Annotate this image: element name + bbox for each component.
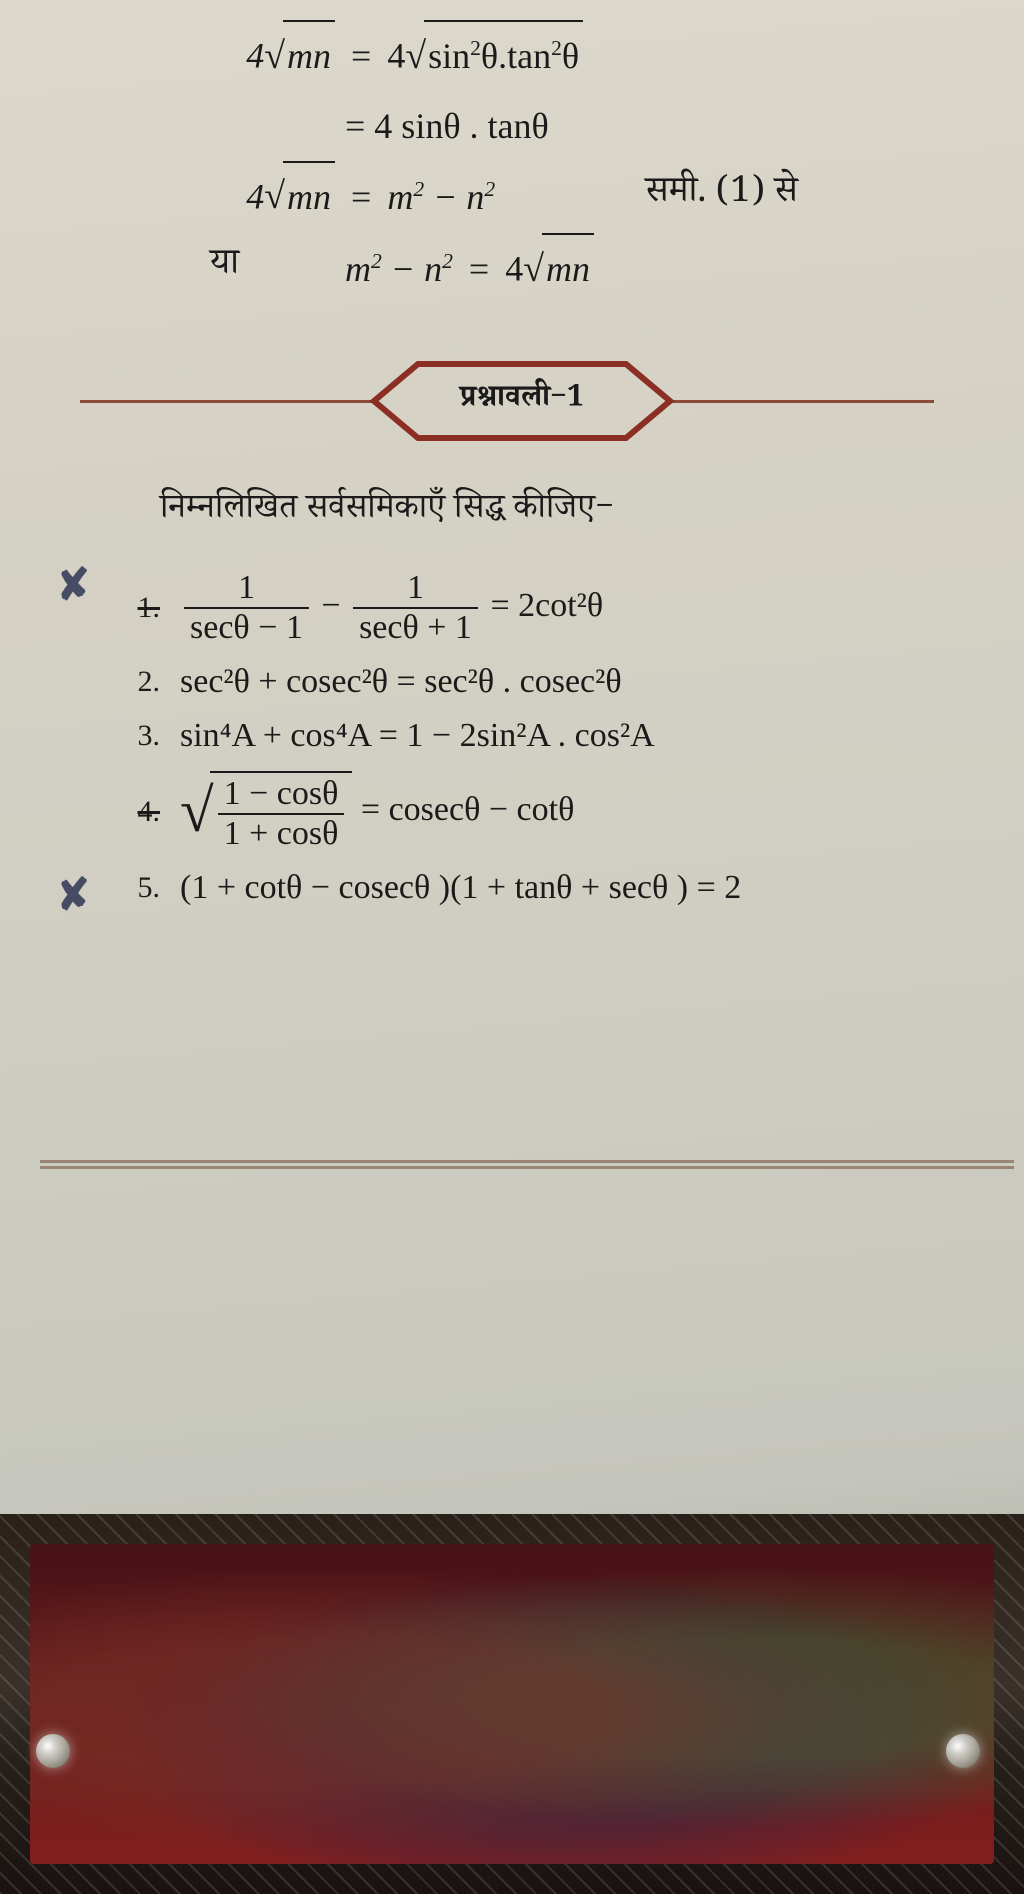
q4-content: √ 1 − cosθ 1 + cosθ = cosecθ − cotθ: [180, 771, 574, 853]
question-list: 1. 1 secθ − 1 − 1 secθ + 1 = 2cot²θ 2.: [80, 569, 964, 907]
q1-frac2-num: 1: [353, 569, 478, 607]
radical-icon: √: [180, 771, 214, 853]
q1-frac1: 1 secθ − 1: [184, 569, 309, 647]
eq-line-3: 4√mn = m2 − n2 समी. (1) से: [200, 161, 964, 233]
q1-content: 1 secθ − 1 − 1 secθ + 1 = 2cot²θ: [180, 569, 603, 647]
eq4-rhs: 4√mn: [505, 233, 594, 305]
ink-mark-icon: ✘: [53, 558, 93, 611]
banner-title: प्रश्नावली−1: [460, 377, 584, 424]
derivation-block: 4√mn = 4√sin2θ.tan2θ = 4 sinθ . tanθ 4√m…: [200, 20, 964, 306]
question-3: 3. sin⁴A + cos⁴A = 1 − 2sin²A . cos²A: [80, 717, 964, 755]
q1-minus: −: [321, 586, 349, 623]
eq-line-4: या m2 − n2 = 4√mn: [200, 233, 964, 305]
bottom-rule: [40, 1166, 1014, 1169]
q4-frac: 1 − cosθ 1 + cosθ: [218, 775, 345, 853]
eq1-rhs-coeff: 4: [387, 36, 405, 76]
q4-frac-num: 1 − cosθ: [218, 775, 345, 813]
section-banner: प्रश्नावली−1: [362, 358, 682, 444]
stud-icon: [36, 1734, 70, 1768]
paper-content: 4√mn = 4√sin2θ.tan2θ = 4 sinθ . tanθ 4√m…: [40, 0, 1024, 963]
eq-sign: =: [345, 163, 377, 231]
q3-number: 3.: [80, 719, 160, 753]
eq-line-2: = 4 sinθ . tanθ: [200, 92, 964, 160]
eq1-rhs: 4√sin2θ.tan2θ: [387, 20, 583, 92]
question-4: 4. √ 1 − cosθ 1 + cosθ = cosecθ − cotθ: [80, 771, 964, 853]
q4-frac-den: 1 + cosθ: [218, 813, 345, 853]
section-heading: निम्नलिखित सर्वसमिकाएँ सिद्ध कीजिए−: [160, 486, 964, 539]
q2-number: 2.: [80, 665, 160, 699]
eq-line-1: 4√mn = 4√sin2θ.tan2θ: [200, 20, 964, 92]
q4-sqrt: √ 1 − cosθ 1 + cosθ: [180, 771, 352, 853]
q4-number: 4.: [80, 795, 160, 829]
or-label: या: [200, 235, 335, 303]
eq2-rhs: = 4 sinθ . tanθ: [345, 92, 549, 160]
section-divider: प्रश्नावली−1: [80, 356, 964, 446]
eq-sign: =: [463, 235, 495, 303]
stud-icon: [946, 1734, 980, 1768]
eq-sign: =: [345, 22, 377, 90]
eq4-lhs: m2 − n2: [345, 235, 453, 303]
q1-frac2: 1 secθ + 1: [353, 569, 478, 647]
question-5: 5. (1 + cotθ − cosecθ )(1 + tanθ + secθ …: [80, 869, 964, 907]
q1-eq: = 2cot²θ: [490, 586, 603, 623]
bottom-rule: [40, 1160, 1014, 1163]
question-1: 1. 1 secθ − 1 − 1 secθ + 1 = 2cot²θ: [80, 569, 964, 647]
question-2: 2. sec²θ + cosec²θ = sec²θ . cosec²θ: [80, 663, 964, 701]
q5-number: 5.: [80, 871, 160, 905]
q5-content: (1 + cotθ − cosecθ )(1 + tanθ + secθ ) =…: [180, 869, 741, 907]
eq3-rhs: m2 − n2: [387, 163, 495, 231]
q4-eq: = cosecθ − cotθ: [361, 790, 574, 827]
q1-frac1-den: secθ − 1: [184, 607, 309, 647]
q3-content: sin⁴A + cos⁴A = 1 − 2sin²A . cos²A: [180, 717, 655, 755]
eq3-ref: समी. (1) से: [645, 163, 797, 231]
q2-content: sec²θ + cosec²θ = sec²θ . cosec²θ: [180, 663, 622, 701]
q1-frac1-num: 1: [184, 569, 309, 607]
page: 4√mn = 4√sin2θ.tan2θ = 4 sinθ . tanθ 4√m…: [0, 0, 1024, 1894]
q1-frac2-den: secθ + 1: [353, 607, 478, 647]
eq1-lhs: 4√mn: [200, 20, 335, 92]
table-surface-decor: [0, 1514, 1024, 1894]
ink-mark-icon: ✘: [53, 868, 93, 921]
eq3-lhs: 4√mn: [200, 161, 335, 233]
